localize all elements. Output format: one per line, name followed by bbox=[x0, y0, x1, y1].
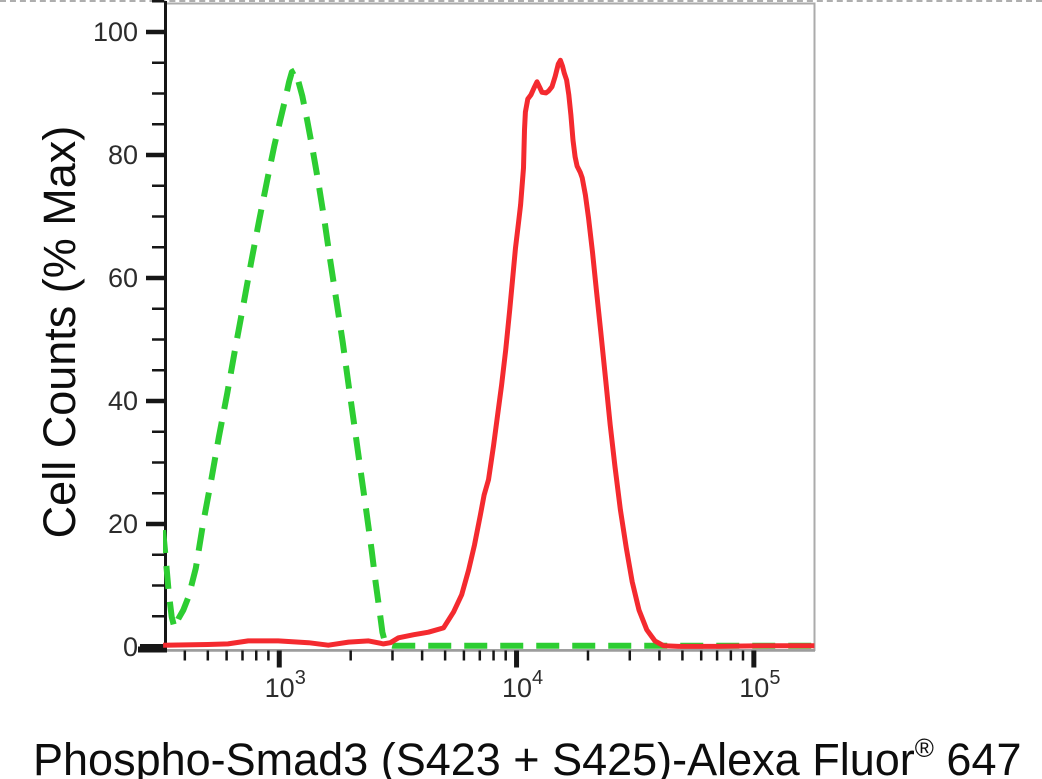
y-tick-label: 40 bbox=[108, 386, 138, 416]
x-axis-title-main: Phospho-Smad3 (S423 + S425)-Alexa Fluor bbox=[33, 734, 915, 779]
x-tick-label: 103 bbox=[265, 667, 306, 703]
series-red-solid-histogram bbox=[163, 57, 815, 649]
y-tick-label: 60 bbox=[108, 263, 138, 293]
y-tick-label: 100 bbox=[93, 17, 138, 47]
y-tick-label: 80 bbox=[108, 140, 138, 170]
y-tick-label: 0 bbox=[123, 632, 138, 662]
x-tick-label: 104 bbox=[502, 667, 543, 703]
flow-histogram-canvas: 100 80 60 40 20 0 103 104 105 bbox=[93, 0, 816, 703]
plot-border bbox=[164, 2, 816, 651]
x-axis-title-suffix: 647 bbox=[933, 734, 1022, 779]
y-axis-title: Cell Counts (% Max) bbox=[34, 125, 85, 539]
top-crop-dashed-line bbox=[0, 0, 1042, 2]
registered-trademark-icon: ® bbox=[914, 733, 934, 763]
x-tick-label: 105 bbox=[739, 667, 780, 703]
x-axis-title: Phospho-Smad3 (S423 + S425)-Alexa Fluor®… bbox=[33, 722, 1042, 779]
series-green-dashed-histogram bbox=[163, 67, 815, 649]
y-tick-label: 20 bbox=[108, 509, 138, 539]
